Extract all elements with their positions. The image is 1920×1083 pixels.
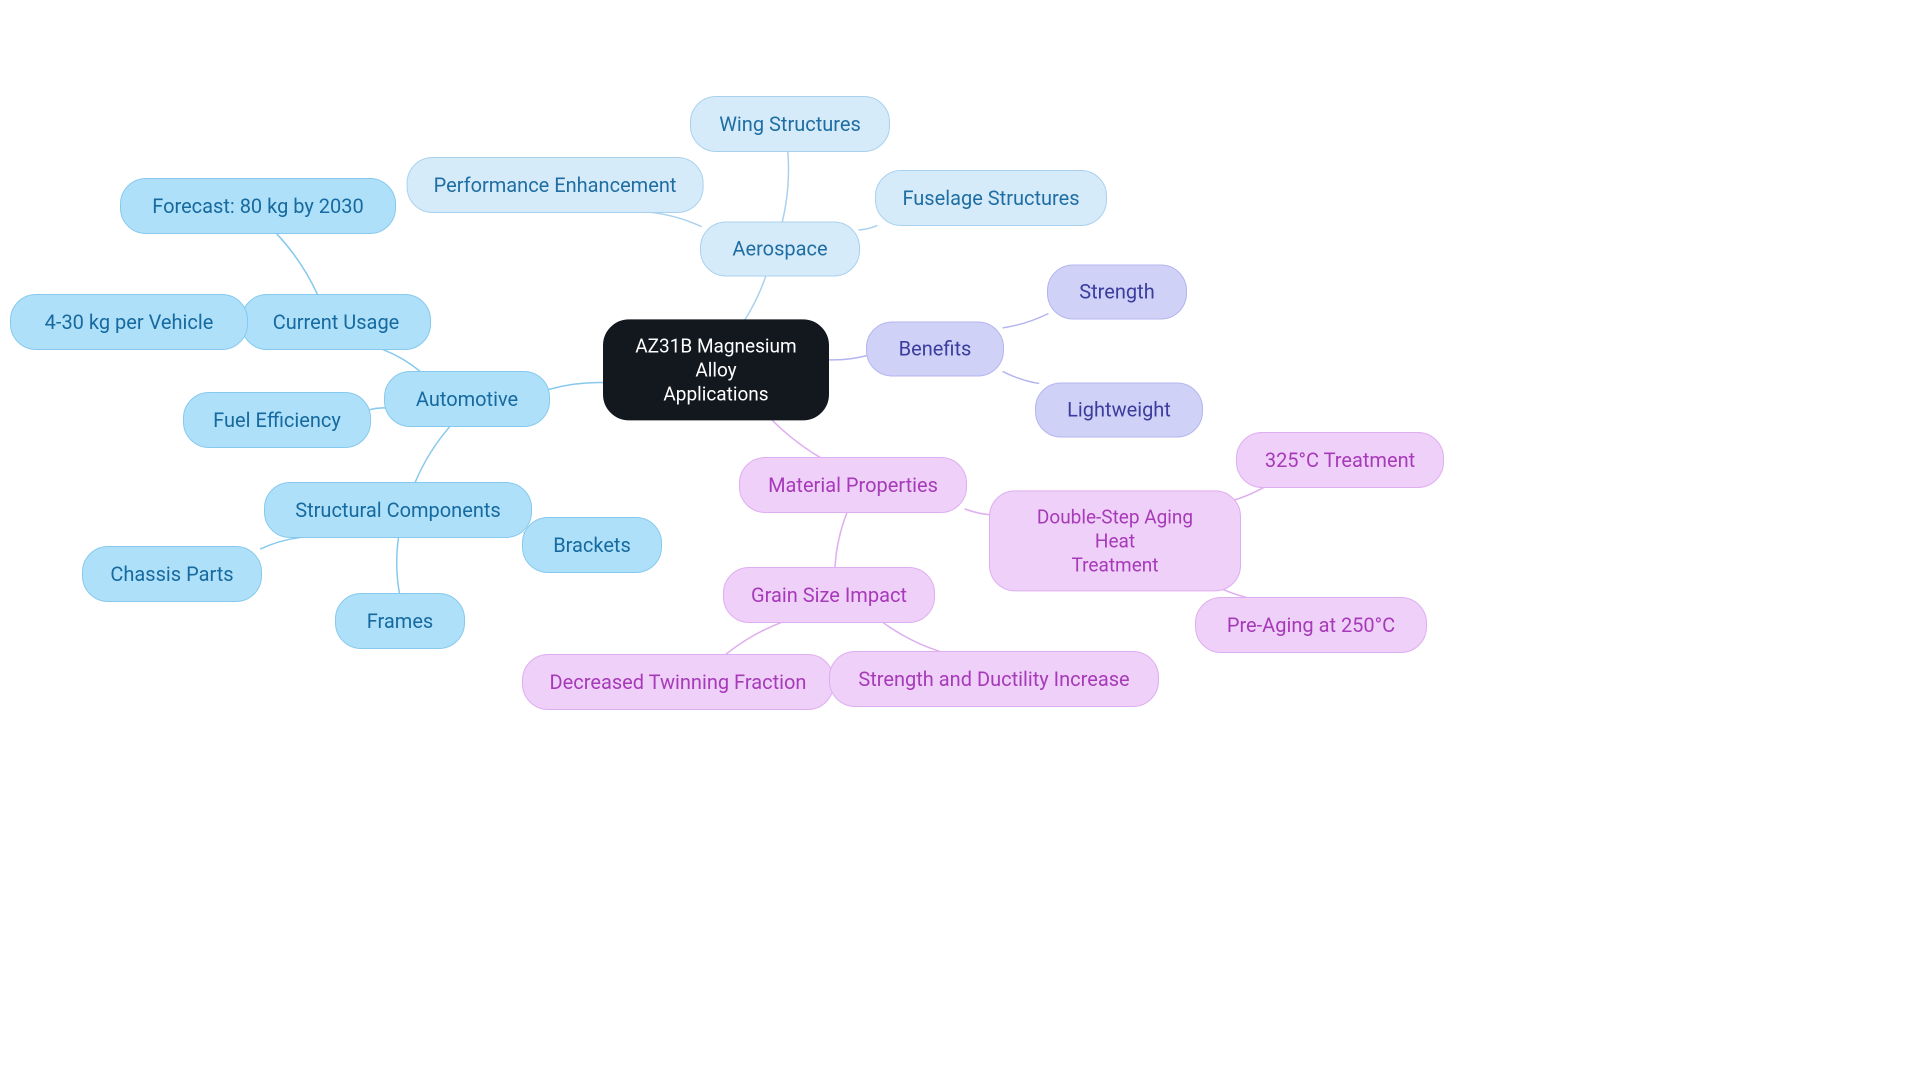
node-label: 325°C Treatment [1265, 448, 1415, 473]
edge-grain-twinning [726, 622, 782, 654]
edge-benefits-strength [1003, 313, 1049, 327]
node-label: Grain Size Impact [751, 583, 907, 608]
node-label: Brackets [553, 533, 631, 558]
node-label: Benefits [899, 337, 972, 362]
node-label: Automotive [416, 387, 518, 412]
node-automotive: Automotive [384, 371, 550, 427]
edge-aerospace-fuselage [858, 225, 877, 230]
node-label: Lightweight [1067, 398, 1171, 423]
node-t325: 325°C Treatment [1236, 432, 1444, 488]
node-light: Lightweight [1035, 383, 1203, 438]
node-forecast: Forecast: 80 kg by 2030 [120, 178, 396, 234]
edge-struct-frames [397, 537, 400, 593]
node-label: Strength [1079, 280, 1154, 305]
edge-root-automotive [548, 382, 607, 389]
edge-root-benefits [825, 355, 868, 359]
node-fuselage: Fuselage Structures [875, 170, 1107, 226]
node-label: AZ31B Magnesium AlloyApplications [630, 334, 802, 405]
edge-aerospace-perf [651, 212, 701, 226]
node-label: Material Properties [768, 473, 938, 498]
node-pervehicle: 4-30 kg per Vehicle [10, 294, 248, 350]
node-label: Current Usage [273, 310, 400, 335]
edge-matprops-grain [835, 512, 847, 567]
node-matprops: Material Properties [739, 457, 967, 513]
node-twinning: Decreased Twinning Fraction [522, 654, 834, 710]
node-struct: Structural Components [264, 482, 532, 538]
node-label: Strength and Ductility Increase [858, 667, 1129, 692]
node-fuel: Fuel Efficiency [183, 392, 371, 448]
node-label: Structural Components [295, 498, 501, 523]
node-label: Chassis Parts [110, 562, 233, 587]
node-frames: Frames [335, 593, 465, 649]
edge-automotive-fuel [369, 408, 386, 410]
node-perf: Performance Enhancement [407, 157, 704, 213]
node-label: Aerospace [732, 237, 827, 262]
node-usage: Current Usage [241, 294, 431, 350]
node-wing: Wing Structures [690, 96, 890, 152]
mindmap-diagram: AZ31B Magnesium AlloyApplications Aerospa… [0, 0, 1920, 1083]
edge-grain-ductility [883, 622, 940, 651]
node-label: Forecast: 80 kg by 2030 [152, 194, 364, 219]
node-brackets: Brackets [522, 517, 662, 573]
edge-struct-chassis [260, 537, 301, 549]
edge-aerospace-wing [782, 151, 788, 222]
node-label: Fuel Efficiency [213, 408, 341, 433]
node-label: Pre-Aging at 250°C [1227, 613, 1395, 638]
node-label: Fuselage Structures [902, 186, 1079, 211]
node-label: Wing Structures [719, 112, 861, 137]
edge-usage-forecast [276, 233, 317, 294]
node-label: Frames [367, 609, 434, 634]
node-label: Double-Step Aging HeatTreatment [1016, 505, 1214, 576]
node-preaging: Pre-Aging at 250°C [1195, 597, 1427, 653]
node-ductility: Strength and Ductility Increase [829, 651, 1159, 707]
node-label: 4-30 kg per Vehicle [45, 310, 214, 335]
node-benefits: Benefits [866, 322, 1004, 377]
node-root: AZ31B Magnesium AlloyApplications [603, 319, 829, 420]
node-grain: Grain Size Impact [723, 567, 935, 623]
node-aerospace: Aerospace [700, 222, 860, 277]
node-strength: Strength [1047, 265, 1187, 320]
node-label: Decreased Twinning Fraction [550, 670, 807, 695]
node-label: Performance Enhancement [434, 173, 677, 198]
node-chassis: Chassis Parts [82, 546, 262, 602]
edges-layer [0, 0, 1920, 1083]
edge-benefits-light [1003, 371, 1040, 383]
edge-automotive-usage [383, 349, 421, 371]
edge-automotive-struct [415, 426, 450, 482]
node-heat: Double-Step Aging HeatTreatment [989, 490, 1241, 591]
